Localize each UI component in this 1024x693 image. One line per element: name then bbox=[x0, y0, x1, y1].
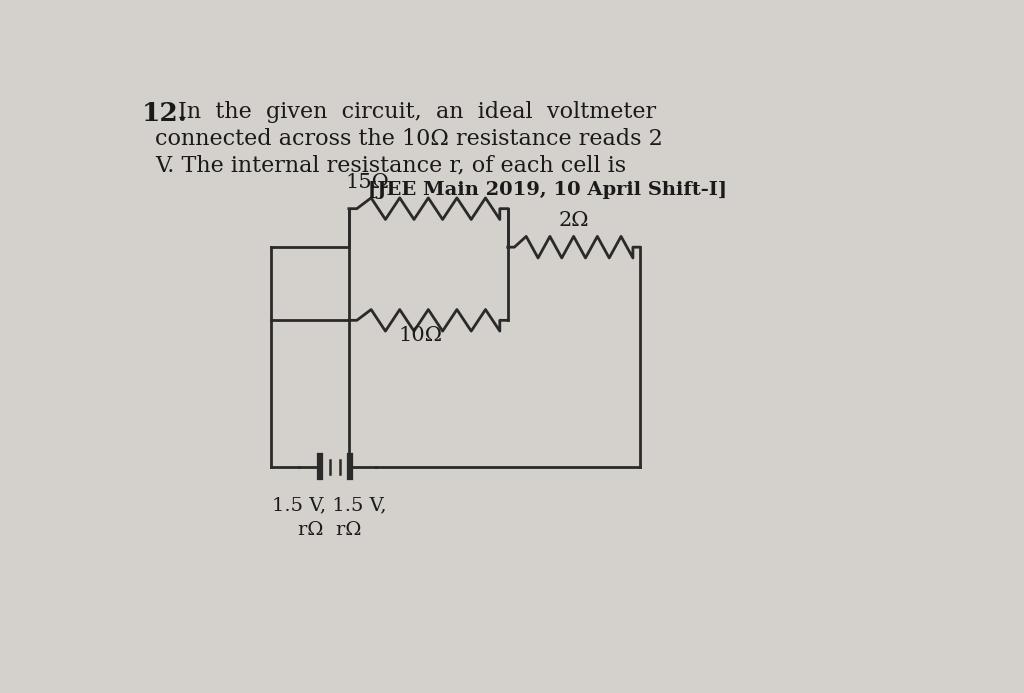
Text: 12.: 12. bbox=[142, 101, 187, 126]
Text: [JEE Main 2019, 10 April Shift-I]: [JEE Main 2019, 10 April Shift-I] bbox=[369, 181, 727, 199]
Text: In  the  given  circuit,  an  ideal  voltmeter: In the given circuit, an ideal voltmeter bbox=[178, 101, 656, 123]
Text: 15Ω: 15Ω bbox=[345, 173, 389, 192]
Text: V. The internal resistance r, of each cell is: V. The internal resistance r, of each ce… bbox=[155, 155, 627, 177]
Text: 10Ω: 10Ω bbox=[398, 326, 442, 346]
Text: 2Ω: 2Ω bbox=[558, 211, 589, 230]
Text: 1.5 V, 1.5 V,: 1.5 V, 1.5 V, bbox=[272, 496, 387, 514]
Text: connected across the 10Ω resistance reads 2: connected across the 10Ω resistance read… bbox=[155, 128, 663, 150]
Text: rΩ  rΩ: rΩ rΩ bbox=[298, 520, 361, 538]
